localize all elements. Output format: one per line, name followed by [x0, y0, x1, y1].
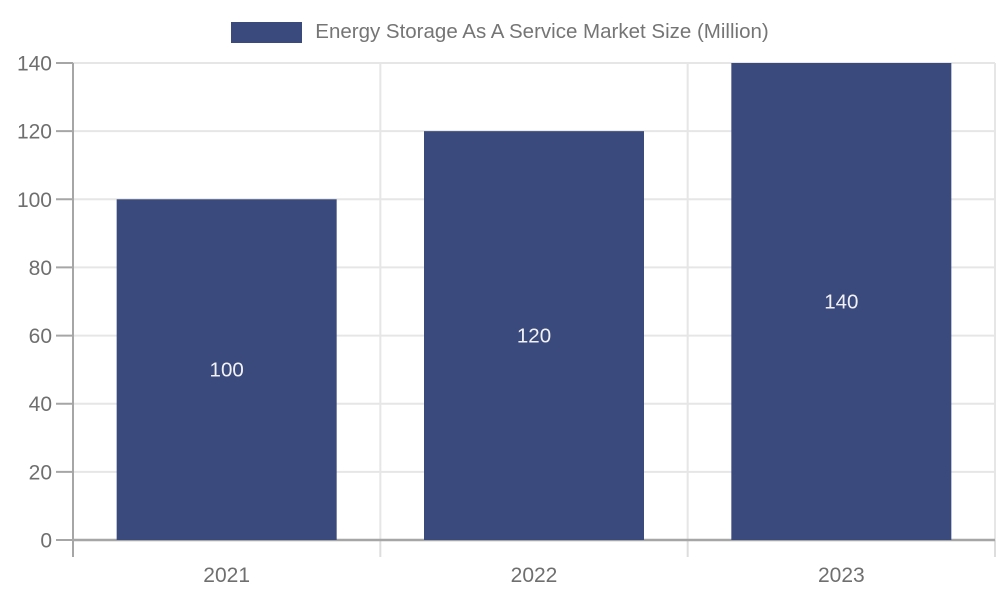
x-tick-label: 2022 — [511, 564, 558, 587]
y-tick-label: 140 — [17, 53, 52, 76]
legend-swatch — [231, 21, 303, 43]
x-tick-label: 2021 — [203, 564, 250, 587]
legend-item[interactable]: Energy Storage As A Service Market Size … — [0, 20, 1000, 44]
bar-2021[interactable] — [116, 199, 337, 541]
y-tick-label: 0 — [40, 530, 52, 553]
bar-value-label: 100 — [210, 359, 244, 382]
y-tick-label: 40 — [29, 393, 52, 416]
bar-2023[interactable] — [731, 63, 952, 540]
y-tick-label: 20 — [29, 461, 52, 484]
x-tick-label: 2023 — [818, 564, 865, 587]
bar-value-label: 120 — [517, 325, 551, 348]
bar-value-label: 140 — [824, 291, 858, 314]
y-tick-label: 60 — [29, 325, 52, 348]
y-tick-label: 120 — [17, 121, 52, 144]
y-tick-label: 100 — [17, 189, 52, 212]
bar-2022[interactable] — [424, 131, 644, 540]
legend-label: Energy Storage As A Service Market Size … — [315, 20, 769, 43]
y-tick-label: 80 — [29, 257, 52, 280]
